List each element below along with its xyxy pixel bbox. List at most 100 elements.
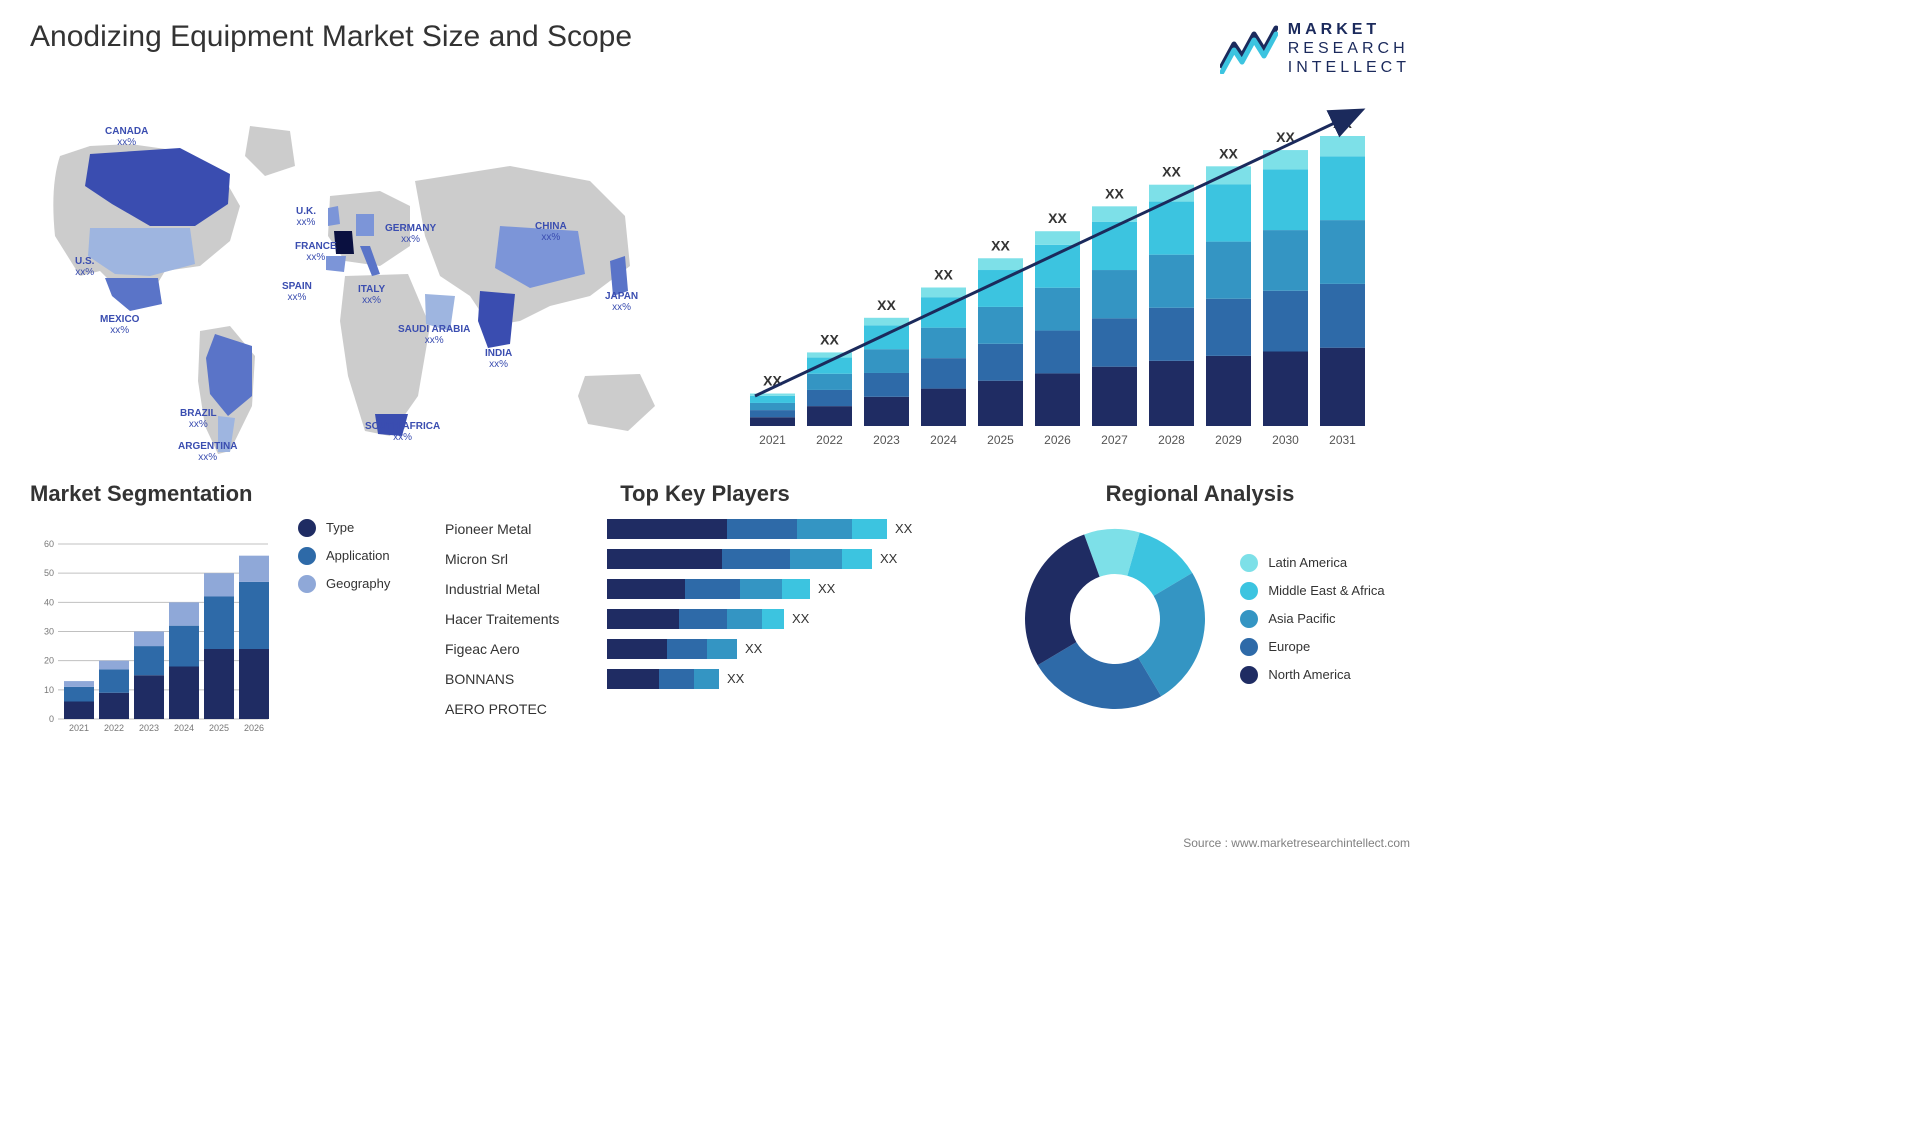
svg-text:0: 0 [49,714,54,724]
legend-swatch [1240,554,1258,572]
legend-label: Europe [1268,639,1310,654]
svg-text:2028: 2028 [1158,433,1185,447]
svg-text:XX: XX [934,266,953,282]
player-bar-row: XX [607,639,965,659]
bar-segment [607,669,659,689]
svg-text:40: 40 [44,597,54,607]
legend-swatch [1240,582,1258,600]
map-label: ITALYxx% [358,284,385,306]
segmentation-section: Market Segmentation 01020304050602021202… [30,481,420,739]
bar-segment [667,639,707,659]
segmentation-title: Market Segmentation [30,481,420,507]
bar-segment [607,549,722,569]
svg-text:2031: 2031 [1329,433,1356,447]
player-bar-row: XX [607,609,965,629]
player-name: Micron Srl [445,549,595,569]
legend-item: Asia Pacific [1240,610,1384,628]
svg-text:2021: 2021 [759,433,786,447]
player-bar-row: XX [607,519,965,539]
map-label: ARGENTINAxx% [178,441,237,463]
legend-label: Asia Pacific [1268,611,1335,626]
svg-text:2026: 2026 [244,723,264,733]
svg-text:2025: 2025 [209,723,229,733]
svg-text:2023: 2023 [873,433,900,447]
player-name: Industrial Metal [445,579,595,599]
player-bar-row: XX [607,579,965,599]
player-bar-row [607,699,965,719]
legend-label: Application [326,548,390,563]
legend-swatch [298,575,316,593]
legend-swatch [1240,638,1258,656]
legend-label: Middle East & Africa [1268,583,1384,598]
svg-text:2024: 2024 [174,723,194,733]
legend-label: Geography [326,576,390,591]
bar-value: XX [727,671,744,686]
legend-item: Europe [1240,638,1384,656]
bar-segment [797,519,852,539]
legend-item: Type [298,519,390,537]
map-label: U.K.xx% [296,206,316,228]
regional-title: Regional Analysis [990,481,1410,507]
map-label: U.S.xx% [75,256,94,278]
bar-segment [607,609,679,629]
svg-text:2022: 2022 [104,723,124,733]
brand-logo: MARKET RESEARCH INTELLECT [1220,20,1410,78]
players-section: Top Key Players Pioneer MetalMicron SrlI… [445,481,965,739]
world-map: CANADAxx%U.S.xx%MEXICOxx%BRAZILxx%ARGENT… [30,96,680,456]
player-bar-row: XX [607,669,965,689]
players-bars: XX XX XX XX XX XX [607,519,965,729]
svg-text:2029: 2029 [1215,433,1242,447]
svg-text:2025: 2025 [987,433,1014,447]
player-name: BONNANS [445,669,595,689]
map-label: FRANCExx% [295,241,337,263]
map-label: CHINAxx% [535,221,567,243]
segmentation-legend: Type Application Geography [298,519,390,593]
svg-text:60: 60 [44,539,54,549]
legend-label: North America [1268,667,1350,682]
map-label: JAPANxx% [605,291,638,313]
svg-text:2024: 2024 [930,433,957,447]
bar-segment [852,519,887,539]
player-bar-row: XX [607,549,965,569]
map-label: CANADAxx% [105,126,148,148]
svg-text:XX: XX [820,331,839,347]
bar-value: XX [895,521,912,536]
svg-text:30: 30 [44,626,54,636]
bar-segment [607,519,727,539]
map-label: MEXICOxx% [100,314,139,336]
legend-label: Type [326,520,354,535]
map-label: GERMANYxx% [385,223,436,245]
bar-segment [762,609,784,629]
svg-text:2021: 2021 [69,723,89,733]
regional-section: Regional Analysis Latin AmericaMiddle Ea… [990,481,1410,739]
legend-swatch [1240,610,1258,628]
bar-segment [782,579,810,599]
player-name: Hacer Traitements [445,609,595,629]
legend-item: Geography [298,575,390,593]
bar-segment [679,609,727,629]
svg-text:XX: XX [991,237,1010,253]
segmentation-chart: 0102030405060202120222023202420252026 [30,519,280,739]
svg-text:2023: 2023 [139,723,159,733]
svg-text:2026: 2026 [1044,433,1071,447]
map-svg [30,96,680,456]
svg-text:XX: XX [1219,145,1238,161]
bar-segment [740,579,782,599]
legend-swatch [298,547,316,565]
bar-segment [607,639,667,659]
svg-text:2027: 2027 [1101,433,1128,447]
svg-text:XX: XX [1162,163,1181,179]
svg-text:10: 10 [44,684,54,694]
growth-chart-svg: XX2021XX2022XX2023XX2024XX2025XX2026XX20… [720,96,1400,456]
player-name: Figeac Aero [445,639,595,659]
bar-segment [685,579,740,599]
map-label: SAUDI ARABIAxx% [398,324,470,346]
legend-item: Application [298,547,390,565]
logo-icon [1220,24,1278,74]
map-label: SOUTH AFRICAxx% [365,421,440,443]
bar-value: XX [818,581,835,596]
svg-text:2022: 2022 [816,433,843,447]
players-names: Pioneer MetalMicron SrlIndustrial MetalH… [445,519,595,729]
source-text: Source : www.marketresearchintellect.com [1183,836,1410,850]
bar-segment [790,549,842,569]
